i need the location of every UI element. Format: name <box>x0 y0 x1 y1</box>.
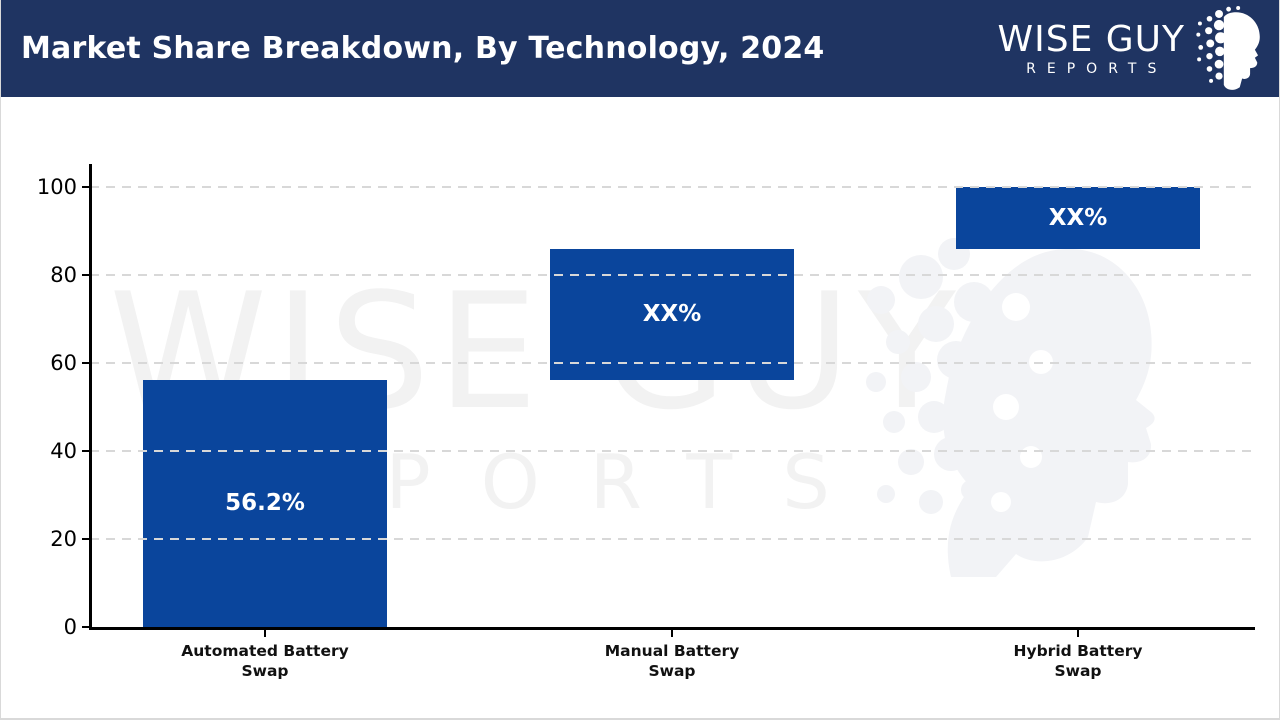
y-axis-spine <box>89 164 92 630</box>
category-label-1: Manual Battery Swap <box>512 641 832 681</box>
y-tick-20 <box>82 538 90 540</box>
x-tick-1 <box>671 630 673 637</box>
logo-text: WISE GUY REPORTS <box>997 19 1186 78</box>
watermark-head-graphic <box>866 238 1155 577</box>
y-tick-60 <box>82 362 90 364</box>
y-tick-80 <box>82 274 90 276</box>
y-tick-label-60: 60 <box>50 351 77 375</box>
category-label-0: Automated Battery Swap <box>105 641 425 681</box>
gridline-40 <box>90 450 1254 452</box>
y-tick-label-80: 80 <box>50 263 77 287</box>
y-tick-0 <box>82 626 90 628</box>
category-label-2-line-0: Hybrid Battery <box>1013 642 1143 660</box>
gridline-60 <box>90 362 1254 364</box>
chart-title: Market Share Breakdown, By Technology, 2… <box>21 31 825 66</box>
header-bar: Market Share Breakdown, By Technology, 2… <box>1 0 1279 97</box>
wise-guy-reports-logo: WISE GUY REPORTS <box>997 5 1268 92</box>
y-tick-40 <box>82 450 90 452</box>
dotted-head-icon <box>1196 5 1260 90</box>
bar-value-label-0: 56.2% <box>225 490 305 517</box>
logo-wordmark: WISE GUY <box>997 19 1185 60</box>
category-label-2: Hybrid Battery Swap <box>918 641 1238 681</box>
logo-subtitle: REPORTS <box>1026 61 1168 77</box>
plot-area: WISE GUY REPORTS 0 20 40 60 80 100 56.2% XX% XX%… <box>1 97 1279 718</box>
gridline-100 <box>90 186 1254 188</box>
gridline-20 <box>90 538 1254 540</box>
y-tick-label-100: 100 <box>36 175 77 199</box>
bar-2: XX% <box>956 187 1200 249</box>
x-axis-spine <box>89 627 1255 630</box>
bar-0: 56.2% <box>143 379 387 627</box>
y-tick-label-20: 20 <box>50 527 77 551</box>
bar-value-label-1: XX% <box>642 301 702 328</box>
x-tick-0 <box>264 630 266 637</box>
category-label-1-line-0: Manual Battery <box>604 642 740 660</box>
bar-1: XX% <box>550 248 794 380</box>
category-label-2-line-1: Swap <box>1054 662 1102 680</box>
y-tick-label-40: 40 <box>50 439 77 463</box>
gridline-80 <box>90 274 1254 276</box>
category-label-0-line-1: Swap <box>241 662 289 680</box>
y-tick-100 <box>82 186 90 188</box>
category-label-0-line-0: Automated Battery <box>181 642 349 660</box>
x-tick-2 <box>1077 630 1079 637</box>
bar-value-label-2: XX% <box>1048 204 1108 231</box>
category-label-1-line-1: Swap <box>648 662 696 680</box>
y-tick-label-0: 0 <box>63 615 77 639</box>
